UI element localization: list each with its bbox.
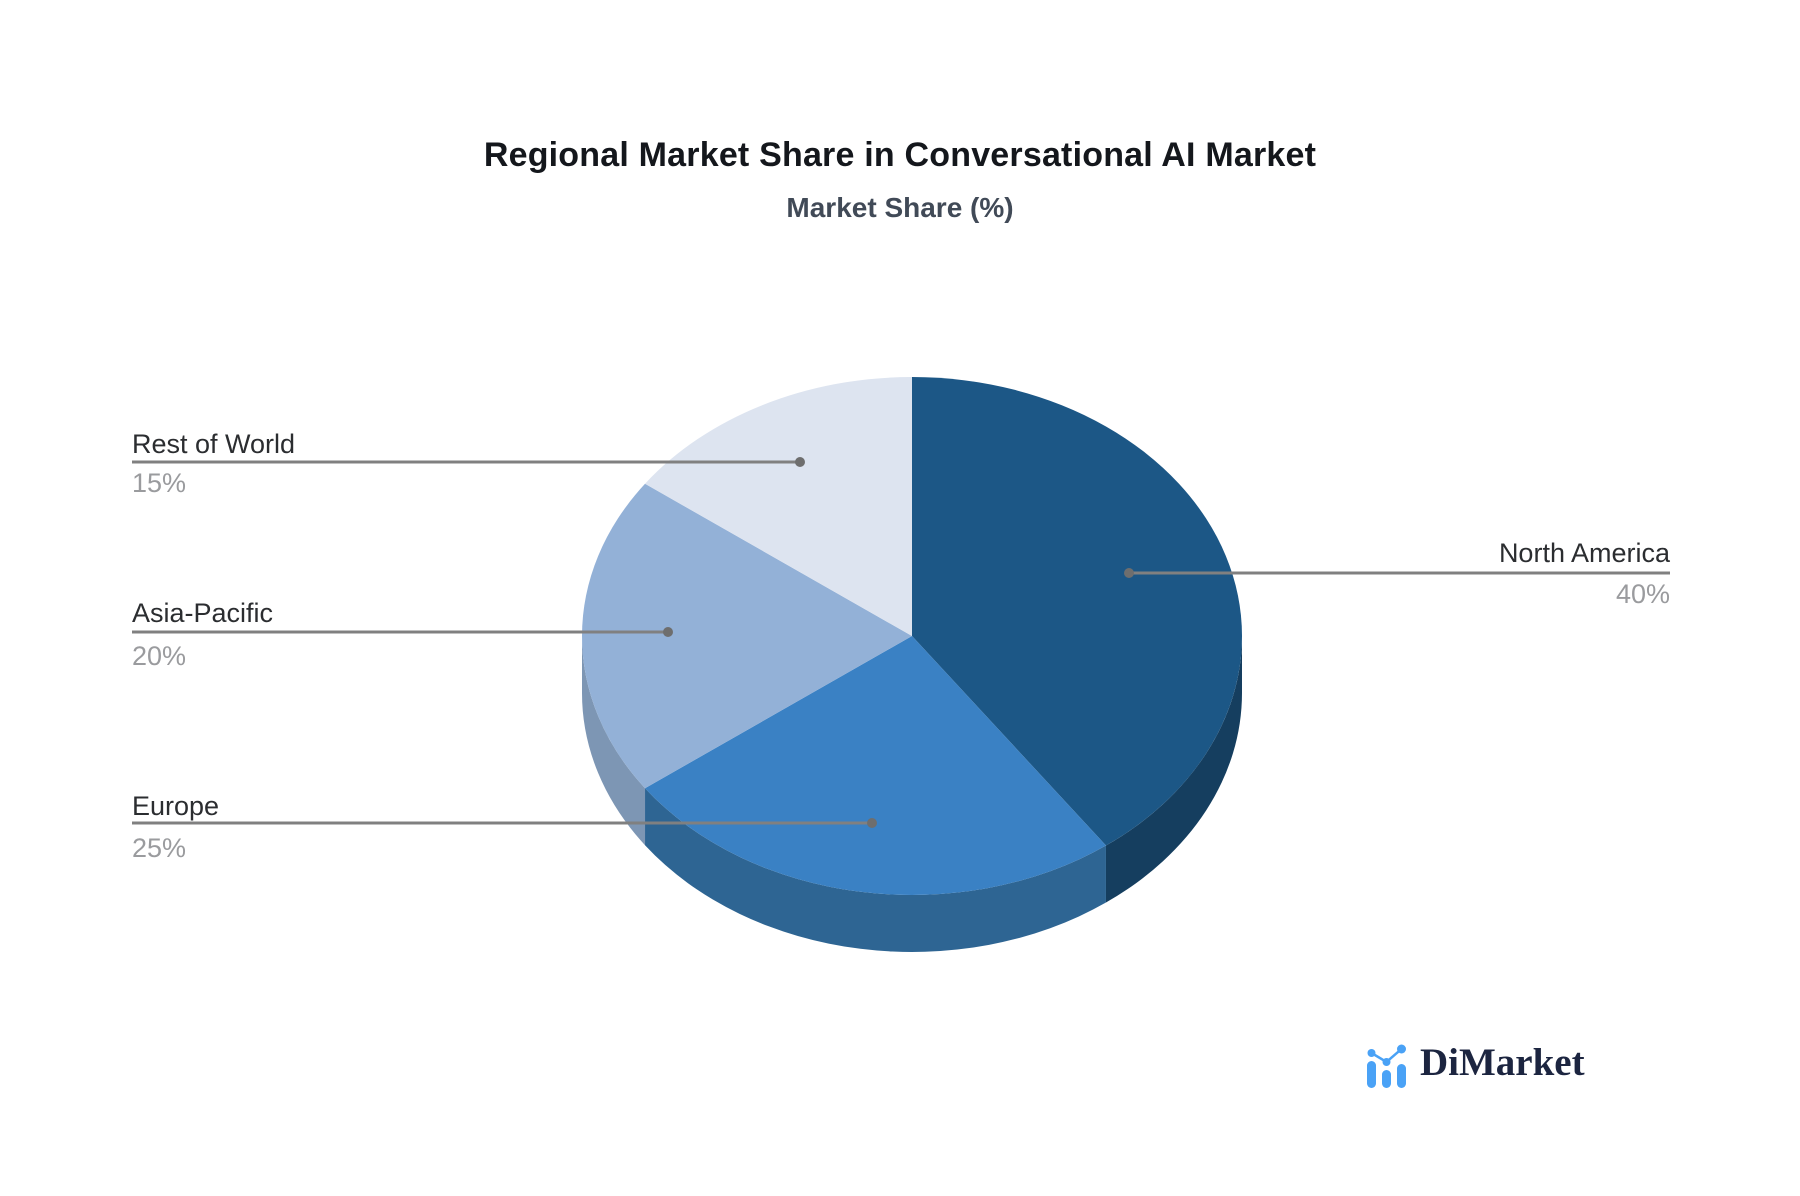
pie-slice-side-europe [645,788,1106,952]
leader-dot-north-america [1124,568,1134,578]
slice-label-europe: Europe [132,791,219,821]
chart-title: Regional Market Share in Conversational … [483,136,1317,174]
slice-label-asia-pacific: Asia-Pacific [132,598,273,628]
pie-slice-side-asia-pacific [582,636,646,846]
pie-slice-side-north-america [1105,636,1242,903]
slice-value-asia-pacific: 20% [132,641,186,671]
dimarket-logo: DiMarket [1362,1040,1585,1092]
chart-subtitle: Market Share (%) [786,192,1014,223]
slice-value-rest-of-world: 15% [132,468,186,498]
pie-slice-rest-of-world[interactable] [645,377,912,636]
slice-value-europe: 25% [132,833,186,863]
pie-slice-asia-pacific[interactable] [582,483,912,789]
pie-slice-europe[interactable] [645,636,1106,895]
slice-value-north-america: 40% [1616,579,1670,609]
slice-label-rest-of-world: Rest of World [132,429,295,459]
slice-label-north-america: North America [1499,538,1671,568]
pie-slice-north-america[interactable] [912,377,1242,846]
leader-dot-europe [867,818,877,828]
logo-text: DiMarket [1420,1041,1585,1084]
bar-line-chart-icon [1367,1044,1406,1088]
leader-dot-asia-pacific [663,627,673,637]
leader-dot-rest-of-world [795,457,805,467]
